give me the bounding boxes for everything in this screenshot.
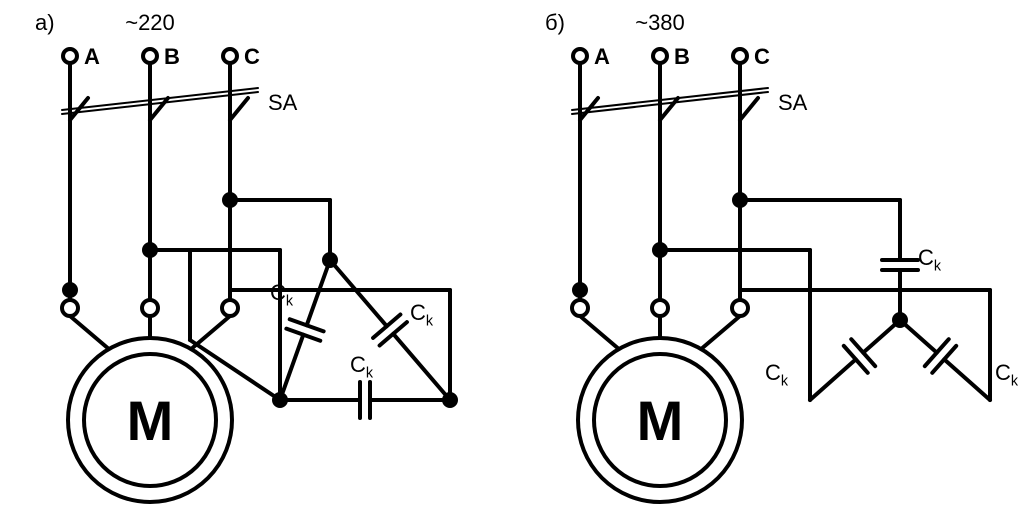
phase-c-terminal (733, 49, 747, 63)
motor-letter: M (637, 389, 684, 452)
switch-label: SA (778, 90, 808, 115)
cap-wye-a (900, 320, 990, 400)
phase-a-label: A (594, 44, 610, 69)
phase-a-terminal (63, 49, 77, 63)
switch-blade (740, 98, 758, 120)
panel-label: а) (35, 10, 55, 35)
voltage-label: ~220 (125, 10, 175, 35)
cap-label: Ck (350, 352, 374, 382)
svg-text:Ck: Ck (918, 245, 942, 275)
motor-terminal (572, 300, 588, 316)
switch-label: SA (268, 90, 298, 115)
cap-label: Ck (410, 300, 434, 330)
switch-blade (660, 98, 678, 120)
cap-wye-c (882, 210, 918, 320)
cap-wye-b (810, 320, 900, 400)
cap-delta-1 (280, 260, 330, 400)
phase-a-terminal (573, 49, 587, 63)
star-node (894, 314, 906, 326)
switch-blade (230, 98, 248, 120)
phase-b-label: B (164, 44, 180, 69)
cap-label: Ck (918, 245, 942, 275)
cap-label: Ck (765, 360, 789, 390)
motor-terminal (652, 300, 668, 316)
switch-blade (150, 98, 168, 120)
schematic-wye: б) ~380 A B C SA M Ck Ck Ck (545, 10, 1019, 502)
cap-label: Ck (995, 360, 1019, 390)
phase-b-terminal (143, 49, 157, 63)
phase-a-label: A (84, 44, 100, 69)
panel-label: б) (545, 10, 565, 35)
motor-terminal (732, 300, 748, 316)
phase-b-label: B (674, 44, 690, 69)
cap-delta-3 (280, 382, 450, 418)
cap-delta-2 (330, 260, 450, 400)
svg-text:Ck: Ck (410, 300, 434, 330)
phase-c-label: C (244, 44, 260, 69)
motor-terminal (62, 300, 78, 316)
schematic-delta: а)~220ABCSAMCkCkCk (35, 10, 456, 502)
svg-text:Ck: Ck (995, 360, 1019, 390)
motor-terminal (222, 300, 238, 316)
phase-c-label: C (754, 44, 770, 69)
motor-letter: M (127, 389, 174, 452)
motor-terminal (142, 300, 158, 316)
phase-c-terminal (223, 49, 237, 63)
svg-text:Ck: Ck (765, 360, 789, 390)
phase-b-terminal (653, 49, 667, 63)
voltage-label: ~380 (635, 10, 685, 35)
svg-text:Ck: Ck (350, 352, 374, 382)
